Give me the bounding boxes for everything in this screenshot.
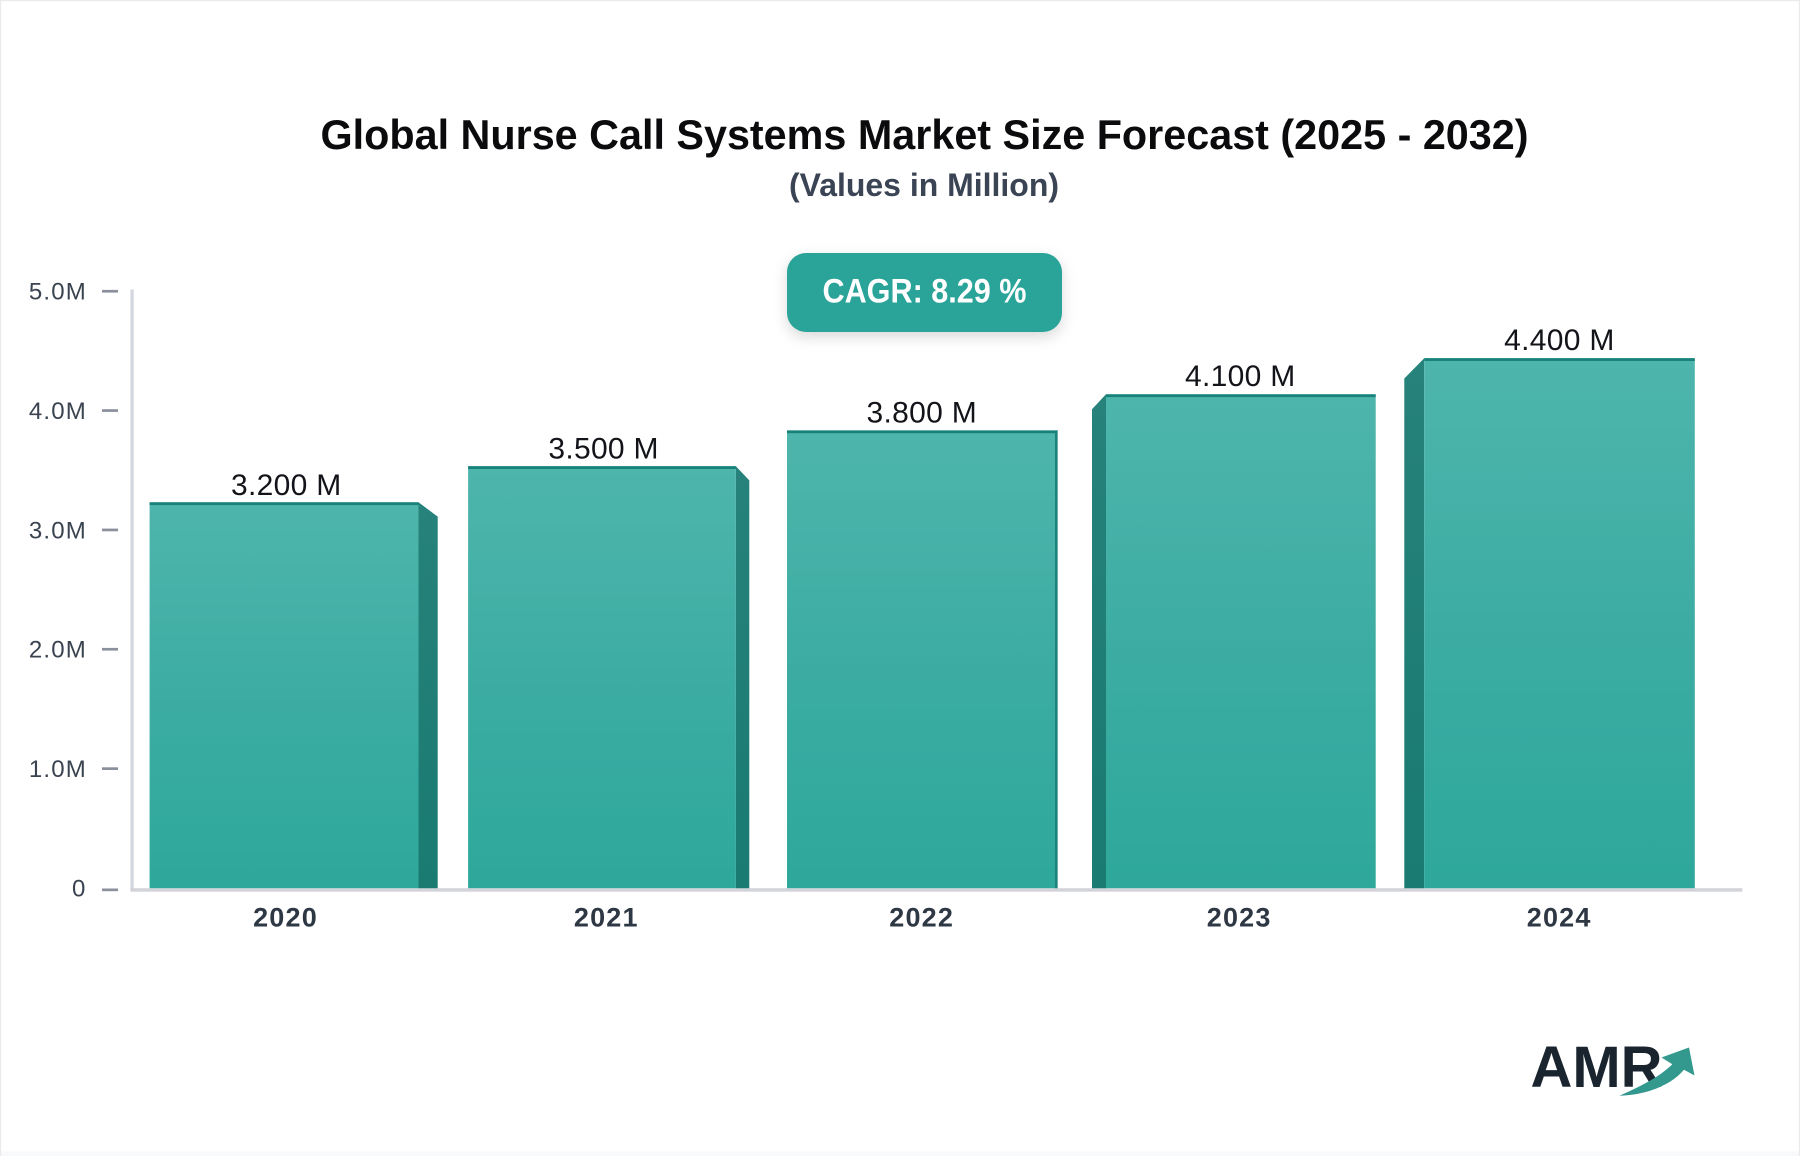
svg-text:3.0M: 3.0M <box>29 517 87 544</box>
svg-text:2020: 2020 <box>253 902 318 932</box>
svg-text:2022: 2022 <box>889 902 954 932</box>
svg-text:1.0M: 1.0M <box>29 756 87 783</box>
svg-text:2021: 2021 <box>574 902 639 932</box>
svg-text:5.0M: 5.0M <box>29 279 87 306</box>
svg-text:4.0M: 4.0M <box>29 398 87 425</box>
svg-text:3.200 M: 3.200 M <box>231 469 342 502</box>
svg-text:2023: 2023 <box>1207 902 1272 932</box>
svg-text:0: 0 <box>72 876 87 903</box>
svg-text:CAGR: 8.29 %: CAGR: 8.29 % <box>823 273 1027 311</box>
svg-text:3.800 M: 3.800 M <box>867 396 978 429</box>
svg-text:4.100 M: 4.100 M <box>1185 360 1296 393</box>
svg-text:2.0M: 2.0M <box>29 637 87 664</box>
svg-text:Global Nurse Call Systems Mark: Global Nurse Call Systems Market Size Fo… <box>321 111 1529 158</box>
svg-text:4.400 M: 4.400 M <box>1504 324 1615 357</box>
svg-text:2024: 2024 <box>1527 902 1592 932</box>
svg-text:3.500 M: 3.500 M <box>548 432 659 465</box>
svg-text:(Values in Million): (Values in Million) <box>789 167 1059 203</box>
